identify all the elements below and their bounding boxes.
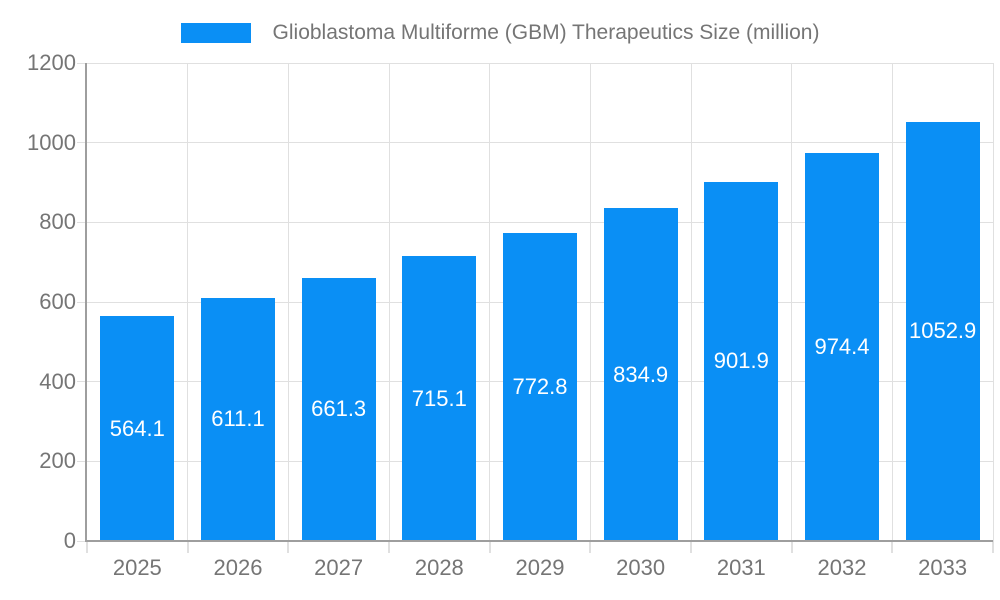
plot-area: 564.1 611.1 661.3 715.1 772.8 834.9 901.9 974.4… (77, 62, 994, 553)
y-axis-labels: 0 200 400 600 800 1000 1200 (0, 0, 76, 600)
gridline-vertical (187, 63, 189, 541)
x-axis-tick (186, 541, 189, 553)
legend-swatch (180, 23, 251, 43)
bar-2029: 772.8 (503, 233, 577, 541)
bar-value-label: 772.8 (512, 374, 568, 400)
y-axis-tick-label: 400 (39, 368, 76, 394)
legend: Glioblastoma Multiforme (GBM) Therapeuti… (0, 21, 1000, 45)
x-axis-tick-label: 2025 (112, 555, 162, 580)
bar-value-label: 1052.9 (908, 318, 977, 344)
x-axis-tick-label: 2032 (817, 555, 867, 580)
y-axis-tick (77, 460, 87, 462)
gridline-horizontal (87, 62, 993, 64)
gridline-horizontal (87, 142, 993, 144)
x-axis-line (85, 540, 993, 542)
y-axis-tick (77, 381, 87, 383)
bar-2033: 1052.9 (905, 121, 980, 541)
x-axis-tick (86, 541, 88, 553)
gridline-vertical (388, 63, 390, 541)
y-axis-tick-label: 800 (39, 209, 76, 235)
y-axis-tick-label: 0 (63, 528, 76, 553)
y-axis-tick-label: 1200 (27, 50, 76, 75)
bar-value-label: 974.4 (814, 333, 870, 359)
y-axis-tick (77, 221, 87, 223)
bar-2026: 611.1 (201, 297, 275, 541)
x-axis-tick-label: 2029 (515, 555, 565, 580)
y-axis-tick-label: 200 (39, 448, 76, 474)
bar-value-label: 901.9 (713, 348, 769, 374)
gridline-vertical (992, 63, 994, 541)
x-axis-tick-label: 2027 (314, 555, 364, 580)
gridline-vertical (589, 63, 591, 541)
gridline-vertical (791, 63, 793, 541)
x-axis-tick (388, 541, 390, 553)
x-axis-tick-label: 2033 (918, 555, 968, 580)
x-axis-tick (690, 541, 692, 553)
y-axis-tick (77, 540, 87, 542)
bar-2027: 661.3 (301, 277, 376, 541)
bar-value-label: 611.1 (211, 406, 265, 432)
x-axis-tick (891, 541, 894, 553)
y-axis-tick (77, 142, 87, 144)
x-axis-tick (488, 541, 491, 553)
x-axis-tick (589, 541, 592, 553)
y-axis-tick-label: 1000 (27, 129, 76, 155)
gridline-vertical (489, 63, 491, 541)
y-axis-tick-label: 600 (39, 289, 76, 314)
bar-2030: 834.9 (603, 208, 678, 541)
x-axis-tick-label: 2026 (213, 555, 263, 580)
bar-2031: 901.9 (704, 181, 779, 541)
legend-label: Glioblastoma Multiforme (GBM) Therapeuti… (272, 21, 820, 44)
bar-2032: 974.4 (805, 152, 879, 541)
gridline-vertical (891, 63, 893, 541)
x-axis-tick (790, 541, 793, 553)
bar-value-label: 834.9 (613, 361, 669, 387)
x-axis-tick-label: 2030 (616, 555, 666, 580)
y-axis-tick (77, 62, 87, 64)
x-axis-tick-label: 2028 (414, 555, 464, 580)
gridline-vertical (287, 63, 289, 541)
x-axis-labels: 2025 2026 2027 2028 2029 2030 2031 2032 2033 (0, 555, 1000, 585)
gridline-horizontal (87, 221, 993, 223)
y-axis-line (85, 63, 87, 541)
y-axis-tick (77, 301, 87, 303)
bar-value-label: 661.3 (311, 396, 367, 422)
x-axis-tick (287, 541, 290, 553)
bar-value-label: 564.1 (109, 415, 165, 441)
bar-2025: 564.1 (100, 316, 175, 541)
bar-value-label: 715.1 (411, 385, 467, 411)
bar-2028: 715.1 (402, 256, 477, 541)
x-axis-tick-label: 2031 (716, 555, 766, 580)
x-axis-tick (992, 541, 994, 553)
gridline-vertical (690, 63, 692, 541)
